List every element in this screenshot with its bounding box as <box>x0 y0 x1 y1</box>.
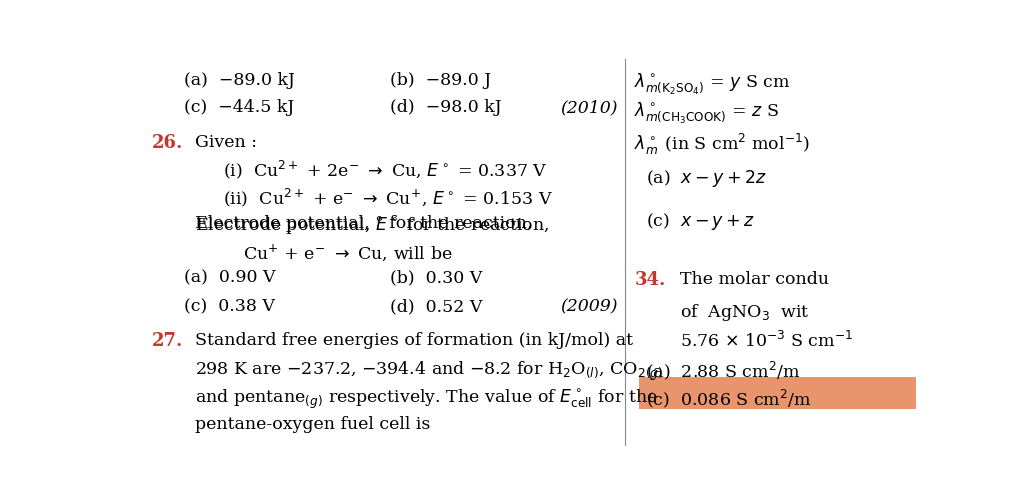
Text: Electrode potential, ° for the reaction,: Electrode potential, ° for the reaction, <box>196 214 532 231</box>
Text: $\lambda^\circ_{m(\rm K_2SO_4)}$ = $y$ S cm: $\lambda^\circ_{m(\rm K_2SO_4)}$ = $y$ S… <box>634 72 791 97</box>
Text: $\lambda^\circ_m$ (in S cm$^2$ mol$^{-1}$): $\lambda^\circ_m$ (in S cm$^2$ mol$^{-1}… <box>634 131 810 156</box>
Text: pentane-oxygen fuel cell is: pentane-oxygen fuel cell is <box>196 415 431 432</box>
Text: Given :: Given : <box>196 133 257 150</box>
Text: $\lambda^\circ_{m(\rm CH_3COOK)}$ = $z$ S: $\lambda^\circ_{m(\rm CH_3COOK)}$ = $z$ … <box>634 101 779 126</box>
Text: 26.: 26. <box>152 133 183 151</box>
Text: Cu$^{+}$ + e$^{-}$ $\rightarrow$ Cu, will be: Cu$^{+}$ + e$^{-}$ $\rightarrow$ Cu, wil… <box>243 241 453 262</box>
Text: (c)  −44.5 kJ: (c) −44.5 kJ <box>183 99 294 116</box>
Text: (a)  $x - y + 2z$: (a) $x - y + 2z$ <box>646 168 767 189</box>
Text: (i)  Cu$^{2+}$ + 2e$^{-}$ $\rightarrow$ Cu, $E^\circ$ = 0.337 V: (i) Cu$^{2+}$ + 2e$^{-}$ $\rightarrow$ C… <box>223 158 548 181</box>
Text: 34.: 34. <box>634 271 666 289</box>
Text: 298 K are $-$237.2, $-$394.4 and $-$8.2 for H$_2$O$_{(l)}$, CO$_{2(g)}$: 298 K are $-$237.2, $-$394.4 and $-$8.2 … <box>196 360 664 383</box>
Text: of  AgNO$_3$  wit: of AgNO$_3$ wit <box>680 301 810 322</box>
Text: (d)  0.52 V: (d) 0.52 V <box>390 298 482 314</box>
Text: (2010): (2010) <box>560 99 618 116</box>
Text: (d)  −98.0 kJ: (d) −98.0 kJ <box>390 99 502 116</box>
Text: (c)  0.38 V: (c) 0.38 V <box>183 298 274 314</box>
Text: Electrode potential, $E^\circ$ for the reaction,: Electrode potential, $E^\circ$ for the r… <box>196 214 550 235</box>
FancyBboxPatch shape <box>639 377 916 409</box>
Text: (b)  −89.0 J: (b) −89.0 J <box>390 72 492 89</box>
Text: (a)  −89.0 kJ: (a) −89.0 kJ <box>183 72 295 89</box>
Text: and pentane$_{(g)}$ respectively. The value of $E^\circ_{\rm cell}$ for the: and pentane$_{(g)}$ respectively. The va… <box>196 387 658 410</box>
Text: The molar condu: The molar condu <box>680 271 829 288</box>
Text: (a)  2.88 S cm$^2$/m: (a) 2.88 S cm$^2$/m <box>646 359 801 381</box>
Text: (c)  0.086 S cm$^2$/m: (c) 0.086 S cm$^2$/m <box>646 387 812 409</box>
Text: (c)  $x - y + z$: (c) $x - y + z$ <box>646 210 756 231</box>
Text: Standard free energies of formation (in kJ/mol) at: Standard free energies of formation (in … <box>196 332 634 349</box>
Text: (a)  0.90 V: (a) 0.90 V <box>183 269 275 286</box>
Text: 27.: 27. <box>152 332 183 350</box>
Text: (2009): (2009) <box>560 298 618 314</box>
Text: 5.76 $\times$ 10$^{-3}$ S cm$^{-1}$: 5.76 $\times$ 10$^{-3}$ S cm$^{-1}$ <box>680 330 853 350</box>
Text: (ii)  Cu$^{2+}$ + e$^{-}$ $\rightarrow$ Cu$^{+}$, $E^\circ$ = 0.153 V: (ii) Cu$^{2+}$ + e$^{-}$ $\rightarrow$ C… <box>223 187 553 209</box>
Text: (b)  0.30 V: (b) 0.30 V <box>390 269 482 286</box>
